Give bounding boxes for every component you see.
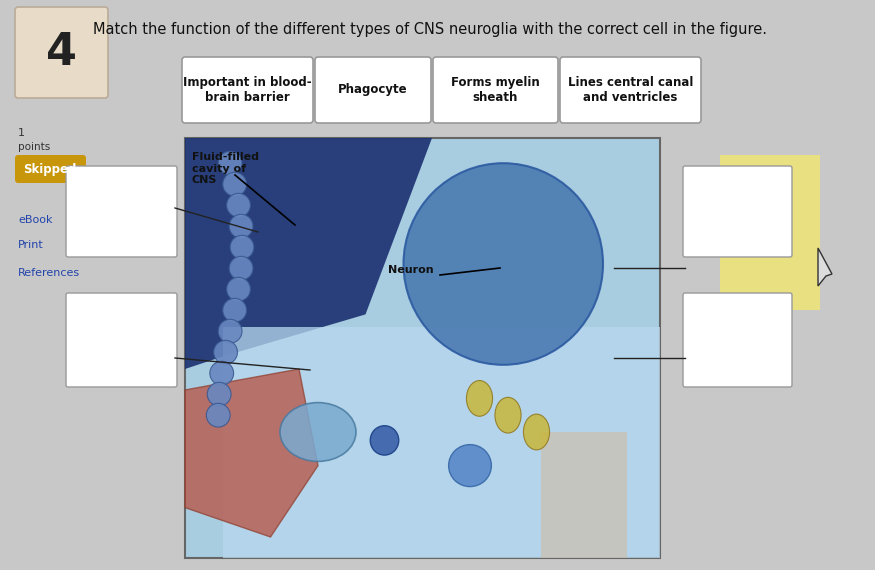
Circle shape	[229, 256, 253, 280]
Circle shape	[223, 172, 247, 196]
Circle shape	[210, 361, 234, 385]
Circle shape	[214, 340, 237, 364]
Text: References: References	[18, 268, 80, 278]
Circle shape	[218, 151, 242, 175]
Text: points: points	[18, 142, 50, 152]
Circle shape	[223, 298, 247, 322]
Text: Lines central canal
and ventricles: Lines central canal and ventricles	[568, 76, 693, 104]
Polygon shape	[818, 248, 832, 286]
Circle shape	[227, 193, 250, 217]
Bar	[223, 327, 660, 558]
Bar	[720, 155, 820, 310]
Text: eBook: eBook	[18, 215, 52, 225]
Ellipse shape	[466, 381, 493, 416]
Text: Important in blood-
brain barrier: Important in blood- brain barrier	[183, 76, 312, 104]
FancyBboxPatch shape	[683, 293, 792, 387]
Polygon shape	[185, 369, 318, 537]
Polygon shape	[185, 138, 432, 369]
FancyBboxPatch shape	[315, 57, 431, 123]
Text: Forms myelin
sheath: Forms myelin sheath	[452, 76, 540, 104]
Text: Fluid-filled
cavity of
CNS: Fluid-filled cavity of CNS	[192, 152, 259, 185]
Bar	[542, 432, 626, 558]
FancyBboxPatch shape	[683, 166, 792, 257]
Circle shape	[206, 404, 230, 427]
FancyBboxPatch shape	[433, 57, 558, 123]
FancyBboxPatch shape	[66, 293, 177, 387]
Text: 1: 1	[18, 128, 25, 138]
FancyBboxPatch shape	[182, 57, 313, 123]
Ellipse shape	[449, 445, 492, 487]
Ellipse shape	[280, 402, 356, 461]
Text: 4: 4	[46, 31, 77, 74]
Circle shape	[229, 214, 253, 238]
FancyBboxPatch shape	[15, 155, 86, 183]
FancyBboxPatch shape	[15, 7, 108, 98]
Text: Print: Print	[18, 240, 44, 250]
FancyBboxPatch shape	[560, 57, 701, 123]
FancyBboxPatch shape	[66, 166, 177, 257]
Circle shape	[230, 235, 254, 259]
Circle shape	[207, 382, 231, 406]
Text: Skipped: Skipped	[24, 162, 77, 176]
Ellipse shape	[523, 414, 550, 450]
Circle shape	[227, 278, 250, 301]
Ellipse shape	[403, 163, 603, 365]
Bar	[185, 138, 660, 558]
Circle shape	[218, 319, 242, 343]
Text: Neuron: Neuron	[388, 265, 434, 275]
Text: Match the function of the different types of CNS neuroglia with the correct cell: Match the function of the different type…	[93, 22, 767, 37]
Ellipse shape	[370, 426, 399, 455]
Text: Phagocyte: Phagocyte	[338, 83, 408, 96]
Ellipse shape	[495, 397, 522, 433]
